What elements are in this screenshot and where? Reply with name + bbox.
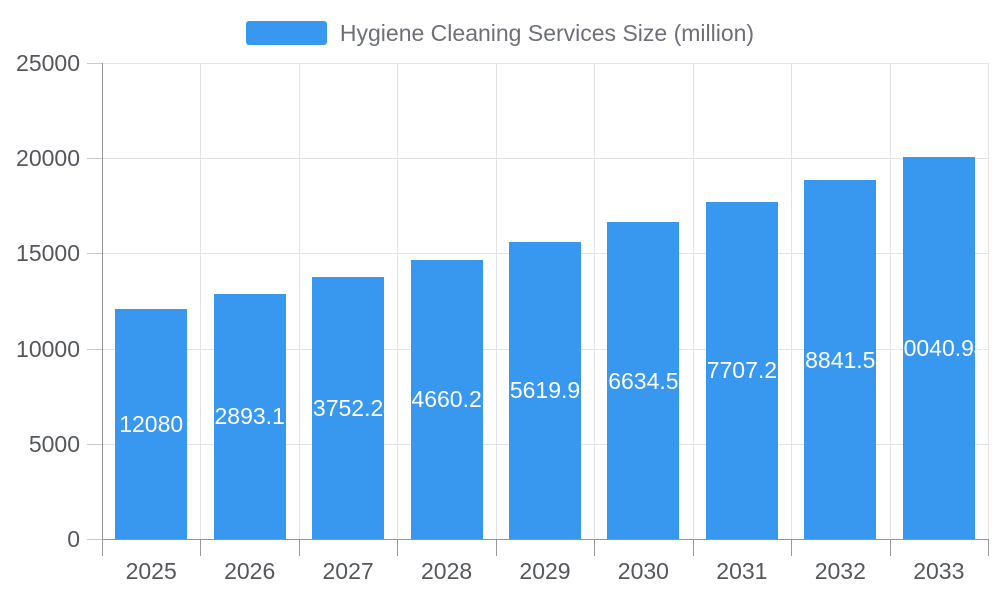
bar-value-label: 17707.23 <box>693 357 790 384</box>
y-axis-label: 25000 <box>16 50 80 76</box>
x-gridline <box>496 63 497 539</box>
legend-item[interactable]: Hygiene Cleaning Services Size (million) <box>0 18 1000 48</box>
x-axis-label: 2031 <box>716 558 768 584</box>
bar-value-label: 14660.23 <box>398 386 495 413</box>
y-axis-tick <box>87 349 102 350</box>
x-axis-tick <box>890 539 891 556</box>
y-axis-tick <box>87 158 102 159</box>
bar[interactable] <box>607 222 680 539</box>
x-axis-tick <box>397 539 398 556</box>
bar[interactable] <box>115 309 188 539</box>
x-axis-label: 2032 <box>814 558 866 584</box>
x-axis-label: 2033 <box>913 558 965 584</box>
x-axis-tick <box>496 539 497 556</box>
x-axis-tick <box>988 539 989 556</box>
x-gridline <box>693 63 694 539</box>
bar[interactable] <box>312 277 385 539</box>
y-gridline <box>102 158 988 159</box>
bar-value-label: 12893.16 <box>201 403 298 430</box>
x-axis-tick <box>102 539 103 556</box>
y-axis-line <box>102 63 103 539</box>
x-axis-label: 2026 <box>224 558 276 584</box>
y-axis-label: 20000 <box>16 145 80 171</box>
bar-value-label: 18841.51 <box>792 346 889 373</box>
x-gridline <box>988 63 989 539</box>
bar[interactable] <box>705 201 778 539</box>
bar[interactable] <box>509 241 581 539</box>
x-axis-tick <box>693 539 694 556</box>
x-axis-tick <box>594 539 595 556</box>
x-axis-label: 2029 <box>519 558 571 584</box>
x-gridline <box>890 63 891 539</box>
y-axis-label: 10000 <box>16 336 80 362</box>
x-axis-tick <box>200 539 201 556</box>
bar[interactable] <box>410 259 483 539</box>
x-gridline <box>791 63 792 539</box>
legend-swatch-icon <box>245 21 327 45</box>
bar-value-label: 12080 <box>119 411 184 437</box>
x-gridline <box>299 63 300 539</box>
bar-value-label: 16634.51 <box>595 367 692 394</box>
legend-label: Hygiene Cleaning Services Size (million) <box>339 20 755 46</box>
bar-value-label: 13752.24 <box>300 395 397 422</box>
y-axis-tick <box>87 444 102 445</box>
y-axis-label: 5000 <box>28 431 80 457</box>
y-axis-label: 0 <box>67 526 80 552</box>
x-axis-tick <box>299 539 300 556</box>
y-axis-label: 15000 <box>16 240 80 266</box>
y-gridline <box>102 63 988 64</box>
x-axis-label: 2028 <box>421 558 473 584</box>
x-axis-label: 2030 <box>617 558 669 584</box>
bar-value-label: 15619.91 <box>497 377 593 404</box>
x-axis-tick <box>791 539 792 556</box>
bar[interactable] <box>213 293 286 539</box>
y-axis-tick <box>87 539 102 540</box>
x-axis-label: 2027 <box>322 558 374 584</box>
x-gridline <box>200 63 201 539</box>
bar[interactable] <box>902 157 975 539</box>
bar-value-label: 20040.94 <box>890 335 987 362</box>
y-axis-tick <box>87 63 102 64</box>
x-axis-line <box>102 539 989 540</box>
x-gridline <box>397 63 398 539</box>
x-axis-label: 2025 <box>125 558 177 584</box>
y-axis-tick <box>87 253 102 254</box>
x-gridline <box>594 63 595 539</box>
bar[interactable] <box>804 180 877 539</box>
